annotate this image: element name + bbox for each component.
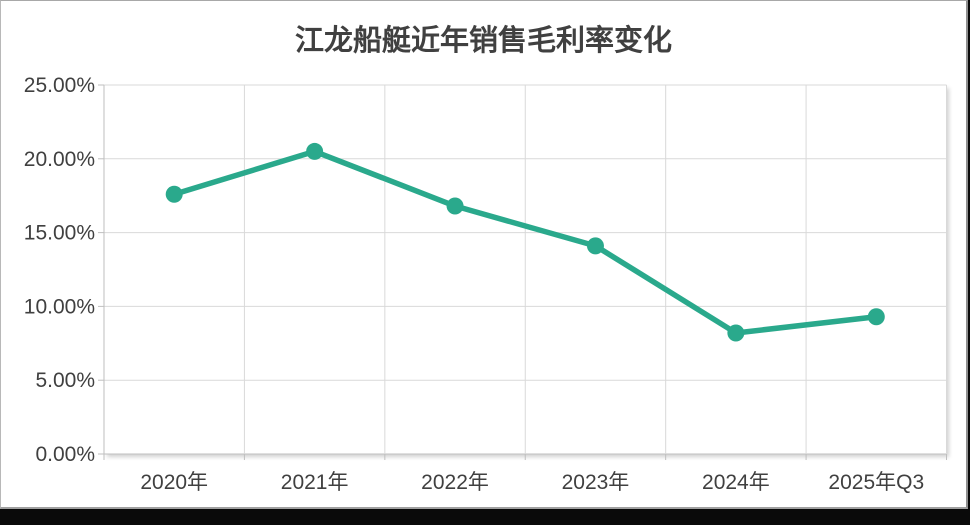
x-axis-category-label: 2020年 <box>140 471 208 494</box>
x-axis-category-label: 2023年 <box>562 471 630 494</box>
data-point-marker <box>446 197 464 215</box>
y-axis-tick-label: 20.00% <box>24 148 95 171</box>
y-axis-tick-label: 15.00% <box>24 222 95 245</box>
x-axis-category-label: 2025年Q3 <box>828 471 924 494</box>
data-point-marker <box>867 308 885 326</box>
y-axis-tick-label: 5.00% <box>35 369 95 392</box>
chart-title: 江龙船艇近年销售毛利率变化 <box>294 25 672 57</box>
x-axis-category-label: 2024年 <box>702 471 770 494</box>
x-axis-category-label: 2022年 <box>421 471 489 494</box>
chart-window: 江龙船艇近年销售毛利率变化 25.00% 20.00% 15.00% 10.00% 5.… <box>0 0 968 509</box>
data-point-marker <box>586 237 604 255</box>
line-chart: 25.00% 20.00% 15.00% 10.00% 5.00% 0.00% 2020年 2… <box>24 74 947 494</box>
x-axis-category-label: 2021年 <box>281 471 349 494</box>
data-point-marker <box>165 185 183 203</box>
data-point-marker <box>727 324 745 342</box>
line-series <box>171 148 880 336</box>
data-point-marker <box>306 142 324 160</box>
y-axis-tick-label: 0.00% <box>35 443 95 466</box>
y-axis-tick-label: 25.00% <box>24 74 95 97</box>
y-axis-tick-label: 10.00% <box>24 295 95 318</box>
